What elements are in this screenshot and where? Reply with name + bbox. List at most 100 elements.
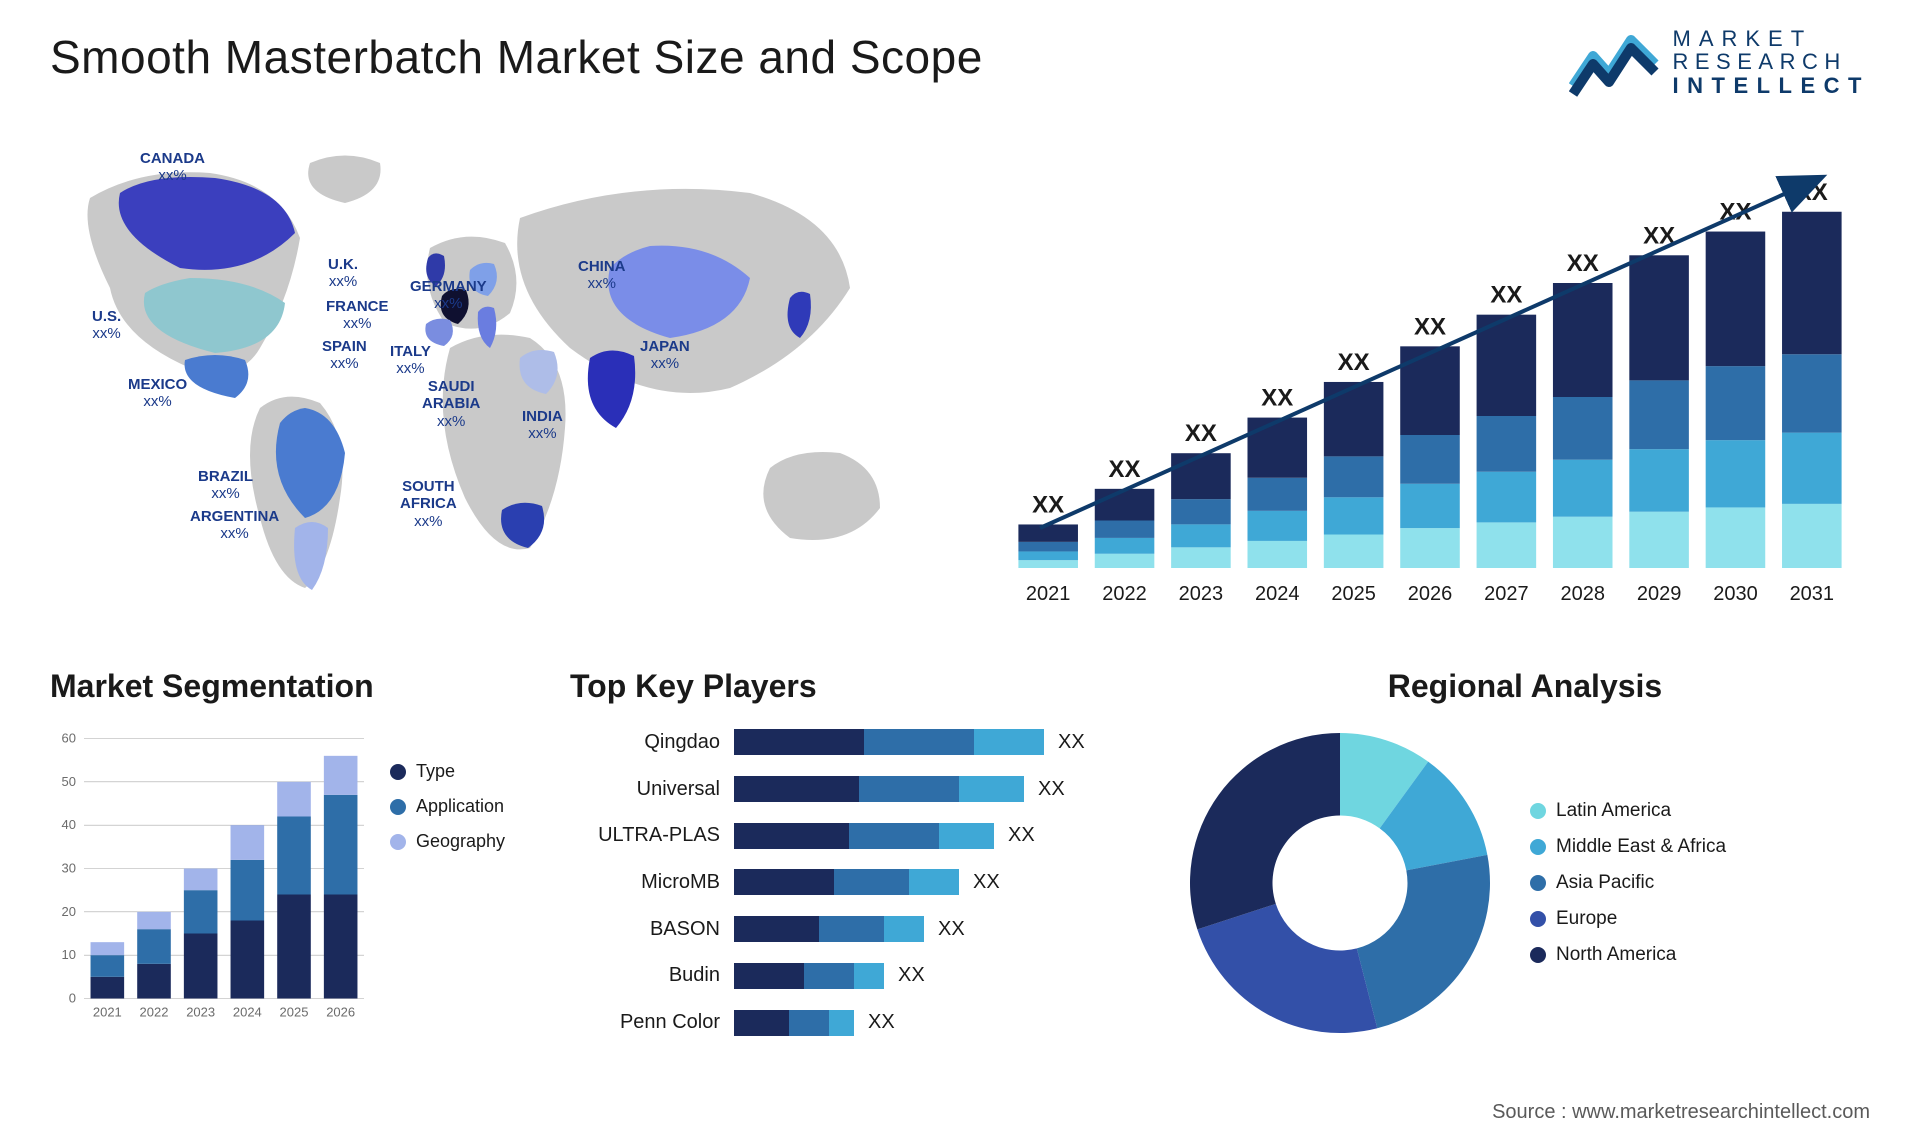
growth-bar-seg xyxy=(1477,416,1537,472)
growth-bar-seg xyxy=(1171,524,1231,547)
legend-label: Asia Pacific xyxy=(1556,872,1654,894)
segmentation-title: Market Segmentation xyxy=(50,668,540,705)
growth-year-label: 2024 xyxy=(1255,583,1300,605)
player-name: Budin xyxy=(570,964,720,987)
regional-donut-chart xyxy=(1180,723,1500,1043)
player-name: Penn Color xyxy=(570,1011,720,1034)
seg-legend-item: Type xyxy=(390,761,540,782)
legend-swatch-icon xyxy=(390,764,406,780)
growth-bar-label: XX xyxy=(1261,385,1293,412)
map-label-us: U.S.xx% xyxy=(92,308,121,343)
player-bar xyxy=(734,916,924,942)
seg-bar-seg xyxy=(324,756,358,795)
growth-bar-seg xyxy=(1095,538,1155,554)
seg-bar-seg xyxy=(91,942,125,955)
player-bar-seg xyxy=(819,916,884,942)
seg-bar-seg xyxy=(231,860,265,921)
map-label-germany: GERMANYxx% xyxy=(410,278,487,313)
growth-bar-seg xyxy=(1706,232,1766,367)
growth-bar-seg xyxy=(1553,397,1613,460)
seg-ytick: 60 xyxy=(62,731,76,746)
growth-bar-seg xyxy=(1629,380,1689,449)
map-label-uk: U.K.xx% xyxy=(328,256,358,291)
seg-bar-seg xyxy=(277,782,311,817)
seg-bar-seg xyxy=(137,912,171,929)
legend-swatch-icon xyxy=(390,834,406,850)
growth-bar-seg xyxy=(1324,456,1384,497)
growth-bar-seg xyxy=(1400,528,1460,568)
key-players-names: QingdaoUniversalULTRA-PLASMicroMBBASONBu… xyxy=(570,717,720,1048)
legend-swatch-icon xyxy=(1530,875,1546,891)
legend-label: Geography xyxy=(416,831,505,852)
player-bar-row: XX xyxy=(734,916,1150,942)
growth-bar-seg xyxy=(1629,512,1689,568)
segmentation-legend: Type Application Geography xyxy=(390,717,540,1048)
map-label-france: FRANCExx% xyxy=(326,298,389,333)
source-attribution: Source : www.marketresearchintellect.com xyxy=(1492,1101,1870,1124)
player-value-label: XX xyxy=(1008,824,1035,847)
region-legend-item: Middle East & Africa xyxy=(1530,836,1870,858)
player-bar xyxy=(734,963,884,989)
map-label-china: CHINAxx% xyxy=(578,258,626,293)
player-value-label: XX xyxy=(898,964,925,987)
growth-chart-panel: XX2021XX2022XX2023XX2024XX2025XX2026XX20… xyxy=(990,138,1870,638)
map-country-spain xyxy=(425,319,453,346)
growth-bar-seg xyxy=(1706,507,1766,568)
map-label-spain: SPAINxx% xyxy=(322,338,367,373)
growth-bar-seg xyxy=(1247,478,1307,511)
map-label-brazil: BRAZILxx% xyxy=(198,468,253,503)
growth-stacked-bar-chart: XX2021XX2022XX2023XX2024XX2025XX2026XX20… xyxy=(990,168,1870,628)
growth-bar-seg xyxy=(1400,435,1460,484)
growth-bar-seg xyxy=(1400,484,1460,528)
seg-bar-seg xyxy=(91,977,125,999)
player-bar-seg xyxy=(734,776,859,802)
legend-label: Application xyxy=(416,796,504,817)
player-bar xyxy=(734,776,1024,802)
player-bar-row: XX xyxy=(734,823,1150,849)
legend-label: Europe xyxy=(1556,908,1617,930)
seg-year-label: 2025 xyxy=(280,1005,309,1020)
growth-bar-seg xyxy=(1629,255,1689,380)
donut-slice xyxy=(1190,733,1340,929)
key-players-panel: Top Key Players QingdaoUniversalULTRA-PL… xyxy=(570,668,1150,1048)
player-bar-seg xyxy=(959,776,1024,802)
brand-logo: MARKET RESEARCH INTELLECT xyxy=(1569,26,1871,98)
player-name: Universal xyxy=(570,778,720,801)
seg-bar-seg xyxy=(184,934,218,999)
growth-bar-seg xyxy=(1477,472,1537,523)
player-value-label: XX xyxy=(973,871,1000,894)
growth-bar-seg xyxy=(1018,551,1078,560)
player-bar-row: XX xyxy=(734,963,1150,989)
growth-bar-seg xyxy=(1324,535,1384,568)
player-value-label: XX xyxy=(938,918,965,941)
player-bar-seg xyxy=(884,916,924,942)
seg-ytick: 10 xyxy=(62,947,76,962)
logo-line-1: MARKET xyxy=(1673,27,1871,50)
seg-ytick: 50 xyxy=(62,774,76,789)
player-bar-seg xyxy=(734,729,864,755)
player-bar-seg xyxy=(974,729,1044,755)
logo-line-2: RESEARCH xyxy=(1673,50,1871,73)
growth-bar-seg xyxy=(1171,453,1231,499)
growth-bar-seg xyxy=(1247,418,1307,478)
growth-year-label: 2022 xyxy=(1102,583,1147,605)
page-title: Smooth Masterbatch Market Size and Scope xyxy=(50,30,983,84)
seg-ytick: 0 xyxy=(69,991,76,1006)
segmentation-stacked-bar-chart: 0102030405060202120222023202420252026 xyxy=(50,717,370,1048)
legend-swatch-icon xyxy=(1530,911,1546,927)
growth-bar-label: XX xyxy=(1185,420,1217,447)
growth-year-label: 2023 xyxy=(1179,583,1224,605)
regional-title: Regional Analysis xyxy=(1180,668,1870,705)
legend-swatch-icon xyxy=(1530,839,1546,855)
player-name: MicroMB xyxy=(570,871,720,894)
seg-legend-item: Application xyxy=(390,796,540,817)
legend-label: Latin America xyxy=(1556,800,1671,822)
player-bar-seg xyxy=(734,869,834,895)
growth-year-label: 2025 xyxy=(1331,583,1376,605)
player-name: Qingdao xyxy=(570,731,720,754)
player-value-label: XX xyxy=(1058,731,1085,754)
map-label-italy: ITALYxx% xyxy=(390,343,431,378)
growth-year-label: 2031 xyxy=(1790,583,1835,605)
growth-bar-seg xyxy=(1782,354,1842,432)
map-country-india xyxy=(588,350,635,428)
